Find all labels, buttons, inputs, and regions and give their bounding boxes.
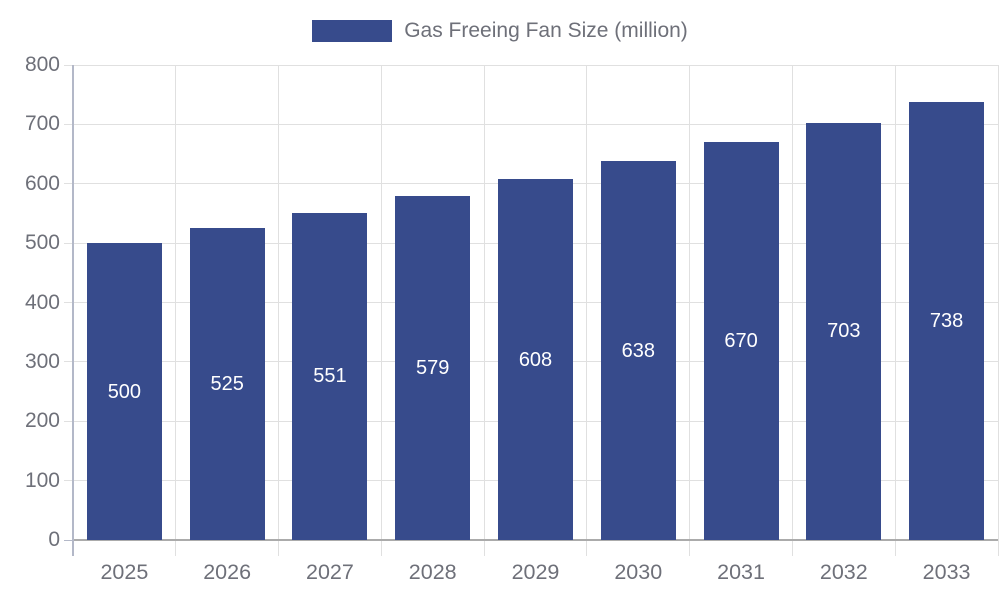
h-gridline — [73, 123, 998, 125]
y-tick-label: 700 — [24, 112, 60, 136]
y-tick-label: 0 — [48, 528, 60, 551]
legend-swatch-icon — [312, 20, 393, 42]
y-tick — [64, 183, 73, 185]
y-tick — [64, 302, 73, 303]
bar-2026 — [189, 228, 265, 540]
v-gridline — [175, 65, 177, 540]
h-gridline — [73, 64, 998, 66]
bar-value-label: 670 — [724, 330, 758, 353]
x-tick-label: 2033 — [922, 560, 971, 584]
x-tick — [586, 540, 588, 556]
x-tick — [791, 540, 793, 556]
bar-value-label: 738 — [929, 309, 964, 332]
y-tick-label: 600 — [24, 171, 60, 195]
y-tick-label: 500 — [24, 231, 60, 255]
bar-2030 — [600, 161, 676, 540]
x-tick-label: 2027 — [306, 560, 354, 584]
legend-label: Gas Freeing Fan Size (million) — [404, 19, 688, 42]
x-tick — [175, 540, 177, 556]
x-tick — [894, 540, 896, 556]
v-gridline — [380, 65, 382, 540]
bar-2029 — [498, 179, 573, 540]
y-tick — [64, 539, 73, 541]
x-tick — [997, 540, 999, 556]
bar-2033 — [909, 101, 985, 540]
bar-2027 — [292, 212, 368, 540]
bar-2031 — [703, 142, 779, 540]
x-tick-label: 2030 — [614, 560, 663, 584]
y-tick-label: 100 — [24, 468, 60, 492]
y-tick-label: 800 — [24, 53, 60, 76]
v-gridline — [278, 65, 280, 540]
bar-value-label: 608 — [518, 348, 553, 371]
legend[interactable]: Gas Freeing Fan Size (million) — [0, 19, 1000, 43]
x-tick — [278, 540, 280, 556]
y-tick — [64, 242, 73, 244]
v-gridline — [894, 65, 896, 540]
bar-value-label: 579 — [416, 357, 450, 380]
y-tick-label: 200 — [24, 409, 60, 433]
bar-value-label: 551 — [313, 365, 347, 388]
bar-2032 — [806, 122, 882, 540]
y-tick — [64, 420, 73, 422]
y-tick-label: 400 — [24, 290, 60, 314]
x-tick — [689, 540, 691, 556]
bar-value-label: 525 — [210, 373, 244, 396]
v-gridline — [689, 65, 691, 540]
v-gridline — [586, 65, 588, 540]
y-tick — [64, 480, 73, 482]
x-tick — [483, 540, 485, 556]
bar-value-label: 703 — [827, 320, 861, 343]
x-tick-label: 2025 — [100, 560, 149, 584]
x-tick-label: 2029 — [511, 560, 560, 584]
v-gridline — [997, 65, 999, 540]
bar-value-label: 638 — [621, 339, 655, 362]
v-gridline — [791, 65, 793, 540]
x-tick-label: 2028 — [408, 560, 457, 584]
x-tick — [380, 540, 382, 556]
y-tick — [64, 361, 73, 363]
y-tick-label: 300 — [24, 349, 60, 373]
y-axis-line — [72, 65, 74, 556]
bar-2025 — [86, 243, 162, 540]
v-gridline — [483, 65, 485, 540]
x-tick-label: 2026 — [203, 560, 252, 584]
bar-value-label: 500 — [107, 380, 142, 403]
y-tick — [64, 123, 73, 125]
x-axis-line — [73, 539, 998, 541]
bar-2028 — [395, 196, 471, 540]
x-tick-label: 2032 — [819, 560, 868, 584]
y-tick — [64, 64, 73, 66]
x-tick-label: 2031 — [717, 560, 765, 584]
